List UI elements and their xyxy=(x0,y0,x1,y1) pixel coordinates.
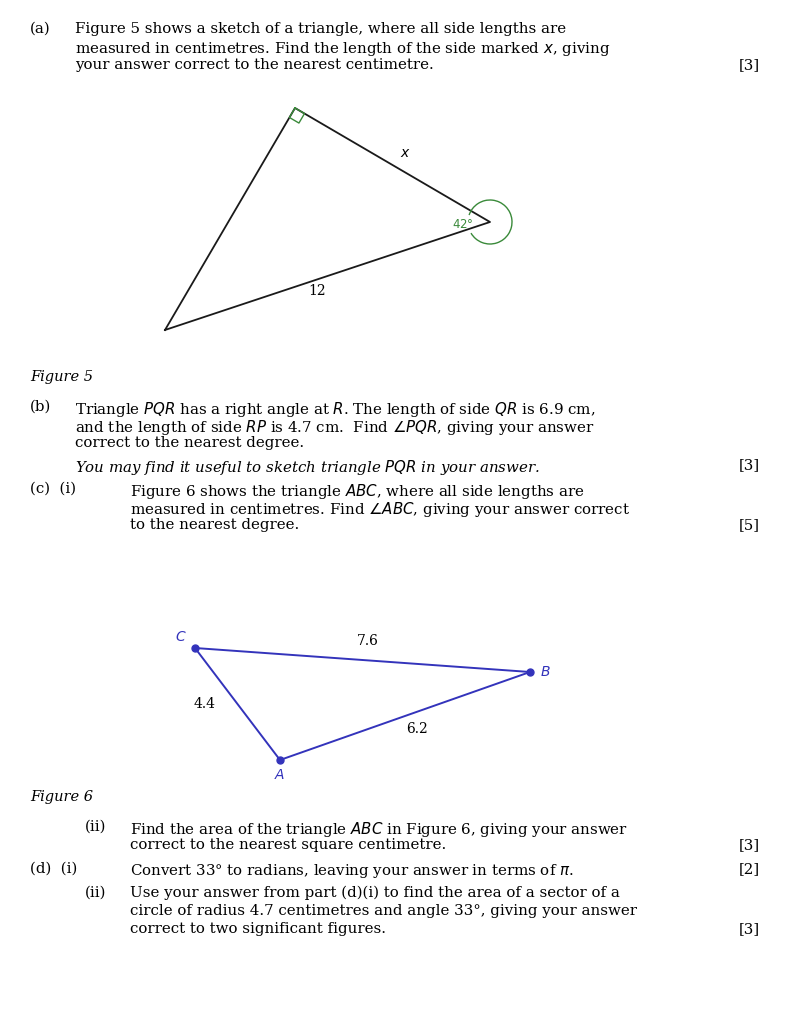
Text: $42°$: $42°$ xyxy=(452,217,473,231)
Text: [3]: [3] xyxy=(739,922,760,936)
Text: to the nearest degree.: to the nearest degree. xyxy=(130,518,299,532)
Text: $B$: $B$ xyxy=(540,665,550,679)
Text: 7.6: 7.6 xyxy=(356,634,378,648)
Text: Figure 5: Figure 5 xyxy=(30,370,93,384)
Text: correct to the nearest degree.: correct to the nearest degree. xyxy=(75,436,304,450)
Text: $C$: $C$ xyxy=(175,630,187,644)
Text: Figure 6: Figure 6 xyxy=(30,790,93,804)
Text: Figure 6 shows the triangle $ABC$, where all side lengths are: Figure 6 shows the triangle $ABC$, where… xyxy=(130,482,584,501)
Text: [3]: [3] xyxy=(739,58,760,72)
Text: measured in centimetres. Find $\angle ABC$, giving your answer correct: measured in centimetres. Find $\angle AB… xyxy=(130,500,630,519)
Text: [2]: [2] xyxy=(739,862,760,876)
Text: (b): (b) xyxy=(30,400,51,413)
Text: Triangle $PQR$ has a right angle at $R$. The length of side $QR$ is 6.9 cm,: Triangle $PQR$ has a right angle at $R$.… xyxy=(75,400,595,419)
Text: 4.4: 4.4 xyxy=(193,697,216,711)
Text: (ii): (ii) xyxy=(85,820,107,834)
Text: Use your answer from part (d)(i) to find the area of a sector of a: Use your answer from part (d)(i) to find… xyxy=(130,886,620,901)
Text: (ii): (ii) xyxy=(85,886,107,900)
Text: 12: 12 xyxy=(309,284,327,298)
Text: Find the area of the triangle $ABC$ in Figure 6, giving your answer: Find the area of the triangle $ABC$ in F… xyxy=(130,820,628,839)
Text: measured in centimetres. Find the length of the side marked $x$, giving: measured in centimetres. Find the length… xyxy=(75,40,610,58)
Text: [3]: [3] xyxy=(739,458,760,472)
Text: Figure 5 shows a sketch of a triangle, where all side lengths are: Figure 5 shows a sketch of a triangle, w… xyxy=(75,22,566,36)
Text: correct to the nearest square centimetre.: correct to the nearest square centimetre… xyxy=(130,838,446,852)
Text: (a): (a) xyxy=(30,22,50,36)
Text: correct to two significant figures.: correct to two significant figures. xyxy=(130,922,386,936)
Text: $A$: $A$ xyxy=(275,768,286,782)
Text: Convert 33° to radians, leaving your answer in terms of $\pi$.: Convert 33° to radians, leaving your ans… xyxy=(130,862,574,880)
Text: your answer correct to the nearest centimetre.: your answer correct to the nearest centi… xyxy=(75,58,434,72)
Text: and the length of side $RP$ is 4.7 cm.  Find $\angle PQR$, giving your answer: and the length of side $RP$ is 4.7 cm. F… xyxy=(75,418,594,437)
Text: (c)  (i): (c) (i) xyxy=(30,482,76,496)
Text: (d)  (i): (d) (i) xyxy=(30,862,77,876)
Text: 6.2: 6.2 xyxy=(406,722,428,736)
Text: [3]: [3] xyxy=(739,838,760,852)
Text: You may find it useful to sketch triangle $PQR$ in your answer.: You may find it useful to sketch triangl… xyxy=(75,458,540,477)
Text: circle of radius 4.7 centimetres and angle 33°, giving your answer: circle of radius 4.7 centimetres and ang… xyxy=(130,904,637,918)
Text: $x$: $x$ xyxy=(400,146,411,160)
Text: [5]: [5] xyxy=(739,518,760,532)
